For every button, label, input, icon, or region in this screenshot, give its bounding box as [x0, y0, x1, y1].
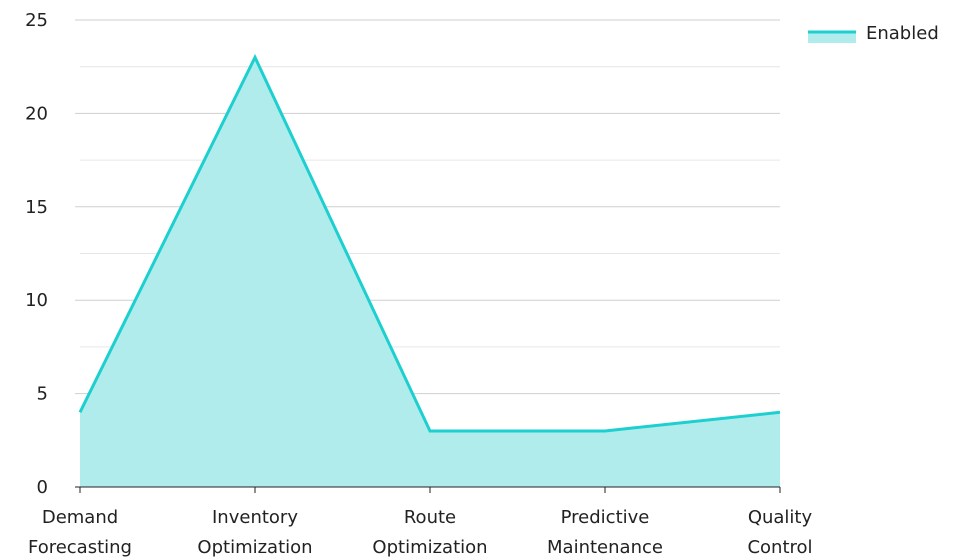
- y-tick-label: 20: [25, 103, 48, 124]
- x-tick-label: Predictive Maintenance: [547, 507, 663, 558]
- y-tick-label: 10: [25, 290, 48, 311]
- series-area: [78, 53, 781, 488]
- legend-swatch-fill: [808, 31, 856, 43]
- x-tick-label: Route Optimization: [372, 507, 487, 558]
- x-tick-labels: Demand Forecasting Inventory Optimization Ro…: [28, 507, 813, 558]
- legend-label: Enabled: [866, 23, 939, 44]
- series-area-fill: [80, 57, 780, 488]
- y-tick-label: 25: [25, 10, 48, 31]
- y-tick-label: 5: [37, 384, 48, 405]
- x-tick-label: Quality Control: [747, 507, 812, 558]
- y-tick-label: 0: [37, 477, 48, 498]
- series-line: [78, 53, 781, 433]
- y-tick-label: 15: [25, 197, 48, 218]
- y-tick-labels: 0 5 10 15 20 25: [25, 10, 48, 498]
- x-tick-label: Demand Forecasting: [28, 507, 132, 558]
- axes: [75, 486, 781, 493]
- x-tick-label: Inventory Optimization: [197, 507, 312, 558]
- legend: Enabled: [808, 23, 939, 44]
